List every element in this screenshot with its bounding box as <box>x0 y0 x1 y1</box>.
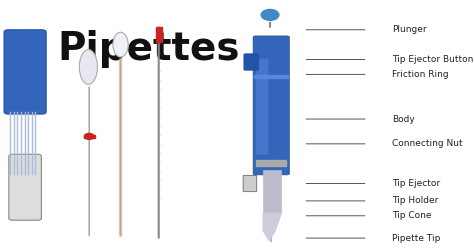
Text: Pipette Tip: Pipette Tip <box>392 234 440 243</box>
Text: Pipettes: Pipettes <box>57 30 240 68</box>
Text: Plunger: Plunger <box>392 25 427 34</box>
Bar <box>83 135 95 138</box>
Text: Friction Ring: Friction Ring <box>392 70 448 79</box>
Circle shape <box>84 133 94 139</box>
Ellipse shape <box>79 50 98 84</box>
Text: Tip Holder: Tip Holder <box>392 196 438 205</box>
FancyBboxPatch shape <box>256 59 268 155</box>
Bar <box>263 170 281 213</box>
Polygon shape <box>263 213 281 241</box>
Text: Body: Body <box>392 115 415 124</box>
Bar <box>255 75 288 78</box>
FancyBboxPatch shape <box>253 36 289 175</box>
FancyBboxPatch shape <box>9 154 41 220</box>
Bar <box>156 27 162 42</box>
Text: Tip Ejector: Tip Ejector <box>392 179 440 188</box>
Circle shape <box>261 9 279 20</box>
Text: Connecting Nut: Connecting Nut <box>392 139 463 148</box>
FancyBboxPatch shape <box>244 54 258 70</box>
Bar <box>256 160 286 166</box>
Ellipse shape <box>113 32 128 57</box>
FancyBboxPatch shape <box>243 175 257 192</box>
Text: Tip Cone: Tip Cone <box>392 211 431 220</box>
FancyBboxPatch shape <box>4 30 46 114</box>
Text: Tip Ejector Button: Tip Ejector Button <box>392 55 473 64</box>
